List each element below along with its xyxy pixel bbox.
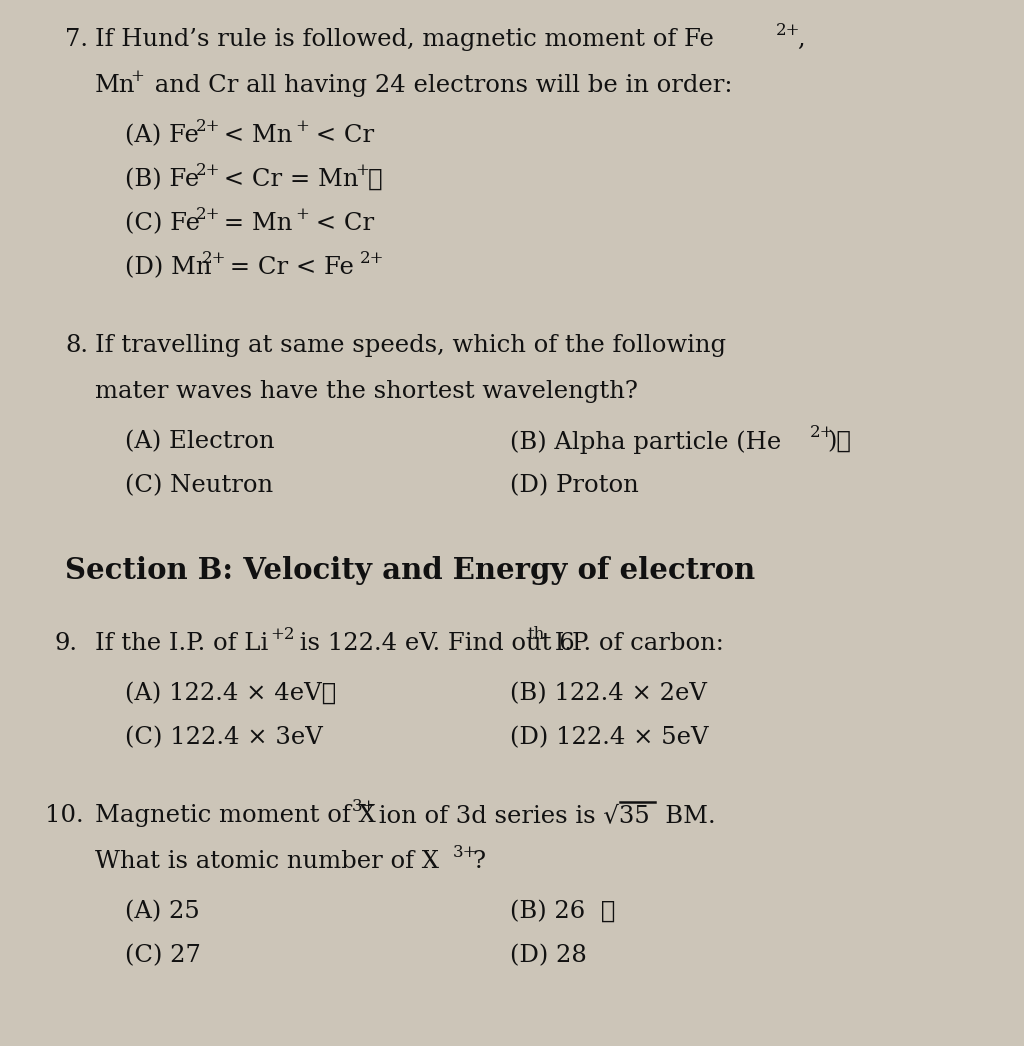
Text: 9.: 9. bbox=[55, 632, 78, 655]
Text: (C) Neutron: (C) Neutron bbox=[125, 474, 273, 497]
Text: ion of 3d series is √35  BM.: ion of 3d series is √35 BM. bbox=[371, 804, 716, 827]
Text: (A) 25: (A) 25 bbox=[125, 900, 200, 923]
Text: 2+: 2+ bbox=[196, 162, 220, 179]
Text: Section B: Velocity and Energy of electron: Section B: Velocity and Energy of electr… bbox=[65, 556, 755, 585]
Text: 2+: 2+ bbox=[810, 424, 835, 441]
Text: (A) Fe: (A) Fe bbox=[125, 124, 199, 147]
Text: ?: ? bbox=[472, 850, 485, 873]
Text: +: + bbox=[295, 206, 309, 223]
Text: Magnetic moment of X: Magnetic moment of X bbox=[95, 804, 376, 827]
Text: th: th bbox=[528, 626, 545, 643]
Text: (A) Electron: (A) Electron bbox=[125, 430, 274, 453]
Text: and Cr all having 24 electrons will be in order:: and Cr all having 24 electrons will be i… bbox=[147, 74, 732, 97]
Text: < Cr = Mn: < Cr = Mn bbox=[216, 168, 358, 191]
Text: (D) Proton: (D) Proton bbox=[510, 474, 639, 497]
Text: is 122.4 eV. Find out 6: is 122.4 eV. Find out 6 bbox=[292, 632, 574, 655]
Text: Mn: Mn bbox=[95, 74, 135, 97]
Text: = Cr < Fe: = Cr < Fe bbox=[222, 256, 354, 279]
Text: 2+: 2+ bbox=[776, 22, 801, 39]
Text: (B) 26  ✓: (B) 26 ✓ bbox=[510, 900, 615, 923]
Text: 2+: 2+ bbox=[196, 206, 220, 223]
Text: (A) 122.4 × 4eV✓: (A) 122.4 × 4eV✓ bbox=[125, 682, 336, 705]
Text: +: + bbox=[130, 68, 144, 85]
Text: If travelling at same speeds, which of the following: If travelling at same speeds, which of t… bbox=[95, 334, 726, 357]
Text: mater waves have the shortest wavelength?: mater waves have the shortest wavelength… bbox=[95, 380, 638, 403]
Text: < Mn: < Mn bbox=[216, 124, 293, 147]
Text: ✓: ✓ bbox=[368, 168, 383, 191]
Text: 2+: 2+ bbox=[360, 250, 384, 267]
Text: (B) Alpha particle (He: (B) Alpha particle (He bbox=[510, 430, 781, 454]
Text: (D) 122.4 × 5eV: (D) 122.4 × 5eV bbox=[510, 726, 709, 749]
Text: +: + bbox=[355, 162, 369, 179]
Text: 3+: 3+ bbox=[453, 844, 477, 861]
Text: < Cr: < Cr bbox=[308, 212, 374, 235]
Text: If the I.P. of Li: If the I.P. of Li bbox=[95, 632, 268, 655]
Text: (D) Mn: (D) Mn bbox=[125, 256, 212, 279]
Text: If Hund’s rule is followed, magnetic moment of Fe: If Hund’s rule is followed, magnetic mom… bbox=[95, 28, 714, 51]
Text: < Cr: < Cr bbox=[308, 124, 374, 147]
Text: (C) 122.4 × 3eV: (C) 122.4 × 3eV bbox=[125, 726, 323, 749]
Text: 3+: 3+ bbox=[352, 798, 377, 815]
Text: I.P. of carbon:: I.P. of carbon: bbox=[547, 632, 724, 655]
Text: 10.: 10. bbox=[45, 804, 84, 827]
Text: )✓: )✓ bbox=[827, 430, 851, 453]
Text: +: + bbox=[295, 118, 309, 135]
Text: +2: +2 bbox=[270, 626, 295, 643]
Text: 2+: 2+ bbox=[196, 118, 220, 135]
Text: 8.: 8. bbox=[65, 334, 88, 357]
Text: (C) 27: (C) 27 bbox=[125, 943, 201, 967]
Text: (B) 122.4 × 2eV: (B) 122.4 × 2eV bbox=[510, 682, 707, 705]
Text: 2+: 2+ bbox=[202, 250, 226, 267]
Text: (C) Fe: (C) Fe bbox=[125, 212, 200, 235]
Text: What is atomic number of X: What is atomic number of X bbox=[95, 850, 439, 873]
Text: = Mn: = Mn bbox=[216, 212, 293, 235]
Text: 7.: 7. bbox=[65, 28, 88, 51]
Text: (D) 28: (D) 28 bbox=[510, 943, 587, 967]
Text: (B) Fe: (B) Fe bbox=[125, 168, 200, 191]
Text: ,: , bbox=[797, 28, 805, 51]
